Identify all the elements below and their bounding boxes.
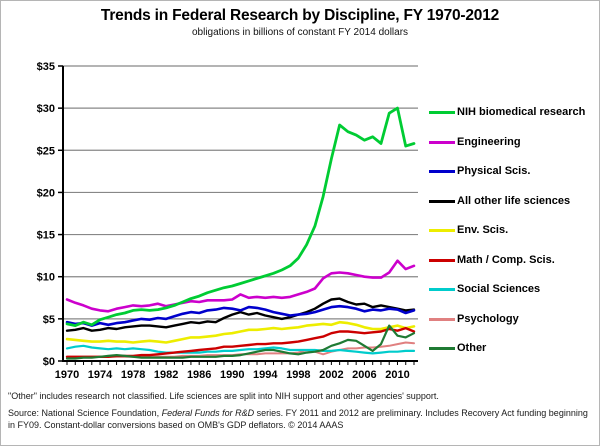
series-line-engineering [65,259,416,313]
x-tick-label: 1970 [55,369,79,381]
x-tick-label: 1990 [220,369,244,381]
x-tick-label: 1986 [187,369,211,381]
series-line-social-sciences [65,344,416,355]
footnote-other-definition: "Other" includes research not classified… [8,391,439,401]
series-line-physical-scis [65,304,416,327]
series-line-all-other-life-sciences [65,297,416,332]
x-tick-label: 1994 [253,369,278,381]
source-text-post: series. FY 2011 and 2012 are preliminary… [8,408,588,430]
y-tick-label: $5 [43,314,55,326]
x-tick-label: 1978 [121,369,145,381]
y-tick-label: $25 [37,145,55,157]
y-tick-label: $0 [43,356,55,368]
x-tick-label: 2010 [385,369,409,381]
y-tick-label: $10 [37,272,55,284]
series-line-nih-biomedical-research [65,106,416,328]
series-line-env-scis [65,320,416,344]
source-text-pre: Source: National Science Foundation, [8,408,162,418]
series-line-other [65,324,416,360]
x-tick-label: 1982 [154,369,178,381]
y-tick-label: $20 [37,187,55,199]
y-tick-label: $35 [37,61,55,73]
chart-title: Trends in Federal Research by Discipline… [100,7,500,24]
y-tick-label: $30 [37,103,55,115]
footnote-source: Source: National Science Foundation, Fed… [8,408,592,431]
x-tick-label: 1974 [88,369,113,381]
x-tick-label: 1998 [286,369,310,381]
chart-subtitle: obligations in billions of constant FY 2… [191,27,409,38]
source-series-name: Federal Funds for R&D [161,408,255,418]
y-tick-label: $15 [37,230,55,242]
line-chart: $0 $5 $10 $15 $20 $25 $30 $35 1970 1974 1978 1982 19… [37,61,418,381]
x-tick-label: 2002 [319,369,343,381]
x-tick-label: 2006 [352,369,376,381]
